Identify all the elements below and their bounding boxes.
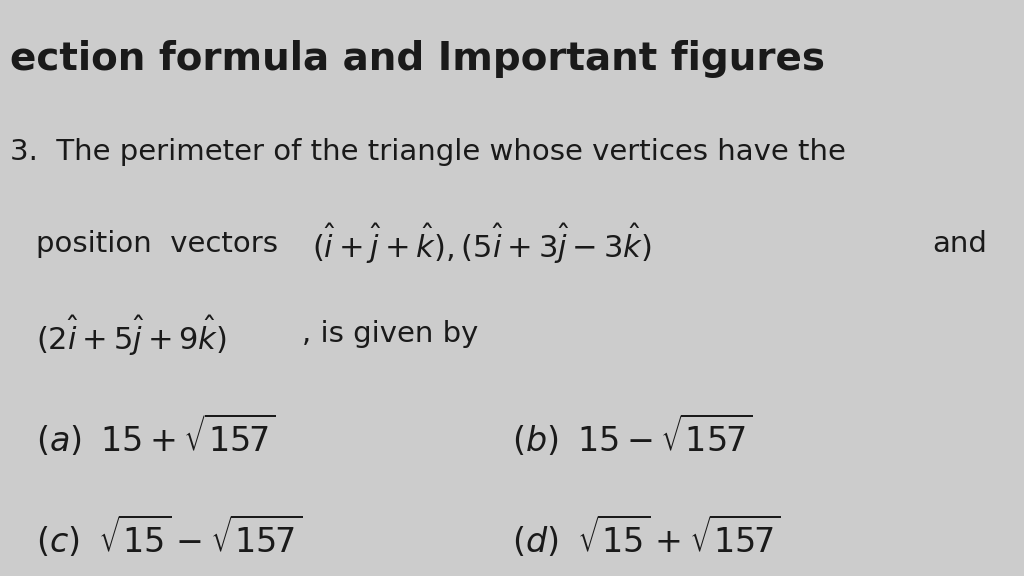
Text: $(2\hat{i}+5\hat{j}+9\hat{k})$: $(2\hat{i}+5\hat{j}+9\hat{k})$ — [36, 314, 226, 358]
Text: and: and — [932, 230, 987, 259]
Text: 3.  The perimeter of the triangle whose vertices have the: 3. The perimeter of the triangle whose v… — [10, 138, 846, 166]
Text: $(a)\;\;15+\sqrt{157}$: $(a)\;\;15+\sqrt{157}$ — [36, 412, 275, 458]
Text: position  vectors: position vectors — [36, 230, 278, 259]
Text: $(c)\;\;\sqrt{15}-\sqrt{157}$: $(c)\;\;\sqrt{15}-\sqrt{157}$ — [36, 513, 302, 559]
Text: ection formula and Important figures: ection formula and Important figures — [10, 40, 825, 78]
Text: $(\hat{i}+\hat{j}+\hat{k}),(5\hat{i}+3\hat{j}-3\hat{k})$: $(\hat{i}+\hat{j}+\hat{k}),(5\hat{i}+3\h… — [312, 222, 652, 266]
Text: , is given by: , is given by — [302, 320, 478, 348]
Text: $(b)\;\;15-\sqrt{157}$: $(b)\;\;15-\sqrt{157}$ — [512, 412, 753, 458]
Text: $(d)\;\;\sqrt{15}+\sqrt{157}$: $(d)\;\;\sqrt{15}+\sqrt{157}$ — [512, 513, 781, 559]
